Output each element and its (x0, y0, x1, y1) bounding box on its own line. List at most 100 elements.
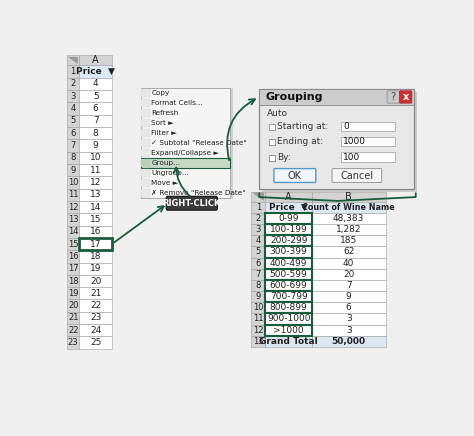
FancyBboxPatch shape (80, 102, 112, 115)
FancyBboxPatch shape (312, 246, 385, 258)
Text: 20: 20 (343, 270, 355, 279)
Text: 62: 62 (343, 248, 355, 256)
Text: 18: 18 (68, 276, 79, 286)
FancyBboxPatch shape (251, 192, 265, 202)
Text: B: B (346, 192, 352, 202)
FancyBboxPatch shape (141, 158, 230, 168)
Text: 1,282: 1,282 (336, 225, 362, 234)
FancyBboxPatch shape (268, 155, 275, 161)
Text: Filter ►: Filter ► (152, 130, 177, 136)
FancyBboxPatch shape (67, 312, 80, 324)
Text: 13: 13 (68, 215, 79, 224)
FancyBboxPatch shape (67, 238, 80, 250)
FancyBboxPatch shape (80, 152, 112, 164)
Text: Starting at:: Starting at: (277, 122, 328, 131)
Text: 9: 9 (256, 292, 261, 301)
FancyBboxPatch shape (251, 302, 265, 313)
FancyBboxPatch shape (80, 55, 112, 65)
Text: 16: 16 (90, 227, 101, 236)
FancyBboxPatch shape (141, 99, 150, 107)
Text: 48,383: 48,383 (333, 214, 365, 223)
Text: 700-799: 700-799 (270, 292, 308, 301)
Text: 15: 15 (90, 215, 101, 224)
Text: Sort ►: Sort ► (152, 120, 174, 126)
FancyBboxPatch shape (265, 291, 312, 302)
Text: 2: 2 (71, 79, 76, 89)
FancyBboxPatch shape (67, 140, 80, 152)
FancyBboxPatch shape (80, 324, 112, 337)
FancyBboxPatch shape (141, 169, 150, 177)
FancyBboxPatch shape (80, 250, 112, 262)
FancyBboxPatch shape (141, 119, 150, 127)
Text: 19: 19 (68, 289, 79, 298)
FancyBboxPatch shape (265, 324, 312, 336)
FancyBboxPatch shape (262, 92, 417, 192)
FancyBboxPatch shape (80, 65, 112, 78)
Text: Refresh: Refresh (152, 110, 179, 116)
Text: Copy: Copy (152, 90, 170, 96)
FancyBboxPatch shape (251, 280, 265, 291)
FancyBboxPatch shape (312, 224, 385, 235)
Text: 8: 8 (71, 153, 76, 162)
FancyBboxPatch shape (251, 258, 265, 269)
FancyBboxPatch shape (67, 201, 80, 213)
FancyBboxPatch shape (265, 246, 312, 258)
FancyBboxPatch shape (265, 192, 312, 202)
FancyBboxPatch shape (80, 164, 112, 176)
Text: 3: 3 (256, 225, 261, 234)
FancyBboxPatch shape (80, 225, 112, 238)
Text: 4: 4 (93, 79, 99, 89)
Text: 5: 5 (93, 92, 99, 101)
Text: 500-599: 500-599 (270, 270, 308, 279)
Text: OK: OK (288, 170, 302, 181)
FancyBboxPatch shape (312, 269, 385, 280)
FancyBboxPatch shape (142, 88, 233, 199)
Text: 3: 3 (71, 92, 76, 101)
Text: 4: 4 (71, 104, 76, 113)
Text: A: A (92, 55, 99, 65)
FancyBboxPatch shape (265, 336, 312, 347)
Text: Cancel: Cancel (340, 170, 374, 181)
Text: Price  ▼: Price ▼ (76, 67, 115, 76)
FancyBboxPatch shape (265, 224, 312, 235)
FancyBboxPatch shape (268, 140, 275, 146)
Text: 400-499: 400-499 (270, 259, 308, 268)
FancyBboxPatch shape (80, 189, 112, 201)
Text: 50,000: 50,000 (332, 337, 366, 346)
Text: 200-299: 200-299 (270, 236, 308, 245)
Text: 12: 12 (253, 326, 264, 334)
FancyBboxPatch shape (251, 235, 265, 246)
FancyBboxPatch shape (251, 313, 265, 324)
FancyBboxPatch shape (387, 91, 400, 103)
Text: 13: 13 (90, 190, 101, 199)
FancyBboxPatch shape (67, 176, 80, 189)
Text: 3: 3 (346, 314, 352, 324)
Text: 21: 21 (90, 289, 101, 298)
Text: 9: 9 (71, 166, 76, 175)
Text: 20: 20 (68, 301, 79, 310)
Text: By:: By: (277, 153, 291, 162)
Text: 21: 21 (68, 313, 79, 323)
FancyBboxPatch shape (80, 238, 112, 250)
FancyBboxPatch shape (251, 213, 265, 224)
Text: 185: 185 (340, 236, 357, 245)
FancyBboxPatch shape (312, 235, 385, 246)
FancyBboxPatch shape (141, 139, 150, 147)
Text: 19: 19 (90, 264, 101, 273)
Text: 24: 24 (90, 326, 101, 335)
Text: 23: 23 (90, 313, 101, 323)
FancyBboxPatch shape (141, 149, 150, 157)
FancyBboxPatch shape (67, 90, 80, 102)
FancyBboxPatch shape (67, 189, 80, 201)
FancyBboxPatch shape (80, 312, 112, 324)
Text: ✓ Subtotal "Release Date": ✓ Subtotal "Release Date" (152, 140, 247, 146)
FancyBboxPatch shape (265, 302, 312, 313)
Text: 800-899: 800-899 (270, 303, 308, 312)
FancyBboxPatch shape (80, 213, 112, 225)
Text: 25: 25 (90, 338, 101, 347)
FancyBboxPatch shape (141, 189, 150, 197)
FancyBboxPatch shape (251, 336, 265, 347)
Text: 8: 8 (256, 281, 261, 290)
FancyBboxPatch shape (251, 269, 265, 280)
Text: 900-1000: 900-1000 (267, 314, 310, 324)
